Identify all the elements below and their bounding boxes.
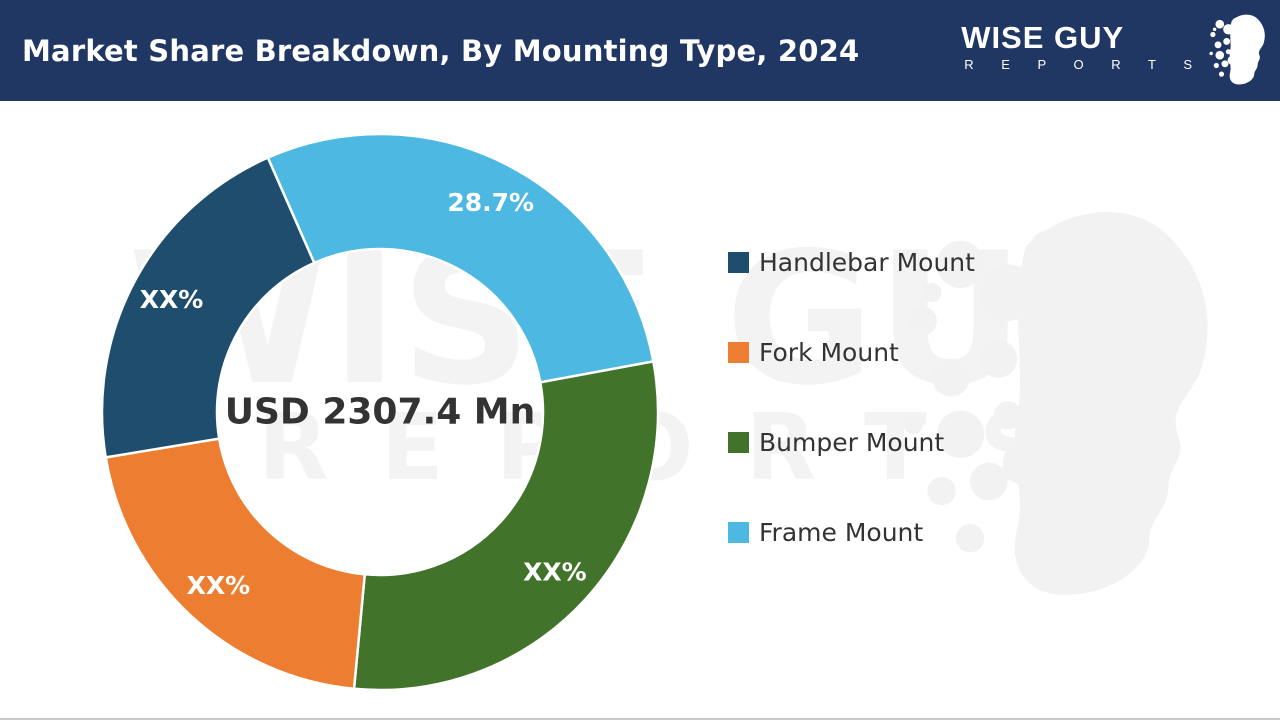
legend-item-frame-mount: Frame Mount: [728, 517, 975, 547]
legend-label: Frame Mount: [759, 517, 924, 547]
legend-label: Bumper Mount: [759, 427, 945, 457]
donut-segment-bumper-mount: [352, 359, 660, 692]
brand-logo-name: WISE GUY: [961, 20, 1125, 55]
legend-swatch: [728, 521, 749, 543]
watermark-face-logo: [903, 211, 1208, 595]
donut-segment-label: XX%: [140, 285, 204, 314]
donut-segment-fork-mount: [104, 437, 367, 691]
legend-label: Handlebar Mount: [759, 247, 975, 277]
donut-chart: 28.7% XX% XX% XX%: [99, 131, 661, 693]
legend-label: Fork Mount: [759, 337, 899, 367]
header-bar: Market Share Breakdown, By Mounting Type…: [0, 0, 1280, 101]
legend-swatch: [728, 341, 749, 363]
legend-swatch: [728, 251, 749, 273]
legend-swatch: [728, 431, 749, 453]
donut-segment-frame-mount: [266, 132, 655, 384]
brand-logo-face-icon: [1209, 14, 1265, 85]
chart-legend: Handlebar Mount Fork Mount Bumper Mount Fra…: [728, 247, 975, 609]
donut-segment-label: XX%: [523, 557, 587, 586]
legend-item-handlebar-mount: Handlebar Mount: [728, 247, 975, 277]
donut-segment-handlebar-mount: [100, 155, 316, 459]
legend-item-bumper-mount: Bumper Mount: [728, 427, 975, 457]
legend-item-fork-mount: Fork Mount: [728, 337, 975, 367]
donut-segment-label: 28.7%: [447, 188, 534, 217]
brand-logo-subtitle: R E P O R T S: [964, 57, 1204, 72]
chart-center-value: USD 2307.4 Mn: [224, 391, 536, 433]
brand-logo: WISE GUY R E P O R T S: [961, 8, 1268, 92]
page-title: Market Share Breakdown, By Mounting Type…: [22, 33, 860, 68]
donut-segment-label: XX%: [187, 571, 251, 600]
